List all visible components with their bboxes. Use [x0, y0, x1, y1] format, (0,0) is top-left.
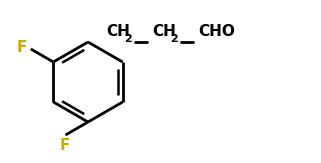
- Text: F: F: [59, 138, 70, 153]
- Text: CH: CH: [106, 24, 130, 39]
- Text: 2: 2: [170, 34, 178, 44]
- Text: 2: 2: [124, 34, 132, 44]
- Text: CHO: CHO: [198, 24, 235, 39]
- Text: CH: CH: [152, 24, 176, 39]
- Text: F: F: [17, 40, 27, 55]
